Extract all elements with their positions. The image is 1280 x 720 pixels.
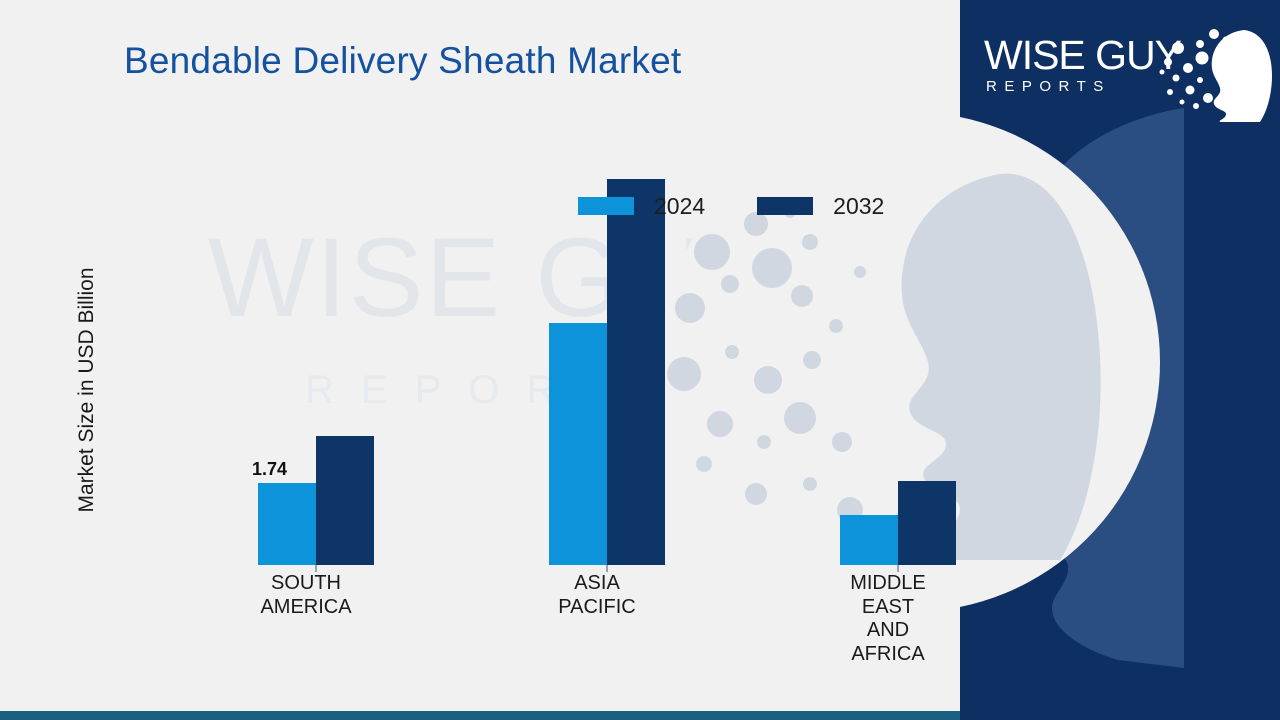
- legend-label-2024: 2024: [654, 192, 706, 219]
- molecular-head-icon: [1159, 29, 1272, 122]
- page-title: Bendable Delivery Sheath Market: [124, 40, 682, 81]
- legend-swatch-2032: [757, 197, 814, 215]
- chart-legend: 2024 2032: [578, 192, 884, 220]
- legend-label-2032: 2032: [833, 192, 885, 219]
- y-axis-label: Market Size in USD Billion: [75, 267, 98, 513]
- bar-2024[interactable]: [549, 323, 607, 565]
- bar-2032[interactable]: [316, 435, 374, 565]
- bar-group-bars: 1.74: [206, 140, 406, 572]
- bar-group: MIDDLE EAST AND AFRICA: [788, 140, 988, 665]
- plot-area: 1.74 SOUTH AMERICA ASIA PACIFIC MIDDLE EAST AND…: [96, 140, 956, 665]
- x-axis-category-label: SOUTH AMERICA: [260, 572, 352, 618]
- bar-group-bars: [497, 140, 697, 572]
- brand-wordmark: WISE GUY: [984, 32, 1182, 78]
- bar-group: 1.74 SOUTH AMERICA: [206, 140, 406, 618]
- bar-2024[interactable]: [840, 514, 898, 565]
- bar-2032[interactable]: [607, 178, 665, 565]
- bar-2024[interactable]: [258, 482, 316, 565]
- x-axis-tick: [315, 565, 317, 572]
- x-axis-category-label: ASIA PACIFIC: [558, 572, 636, 618]
- legend-swatch-2024: [578, 197, 634, 215]
- x-axis-category-label: MIDDLE EAST AND AFRICA: [850, 572, 926, 665]
- brand-logo: WISE GUY REPORTS: [960, 26, 1280, 122]
- x-axis-tick: [897, 565, 899, 572]
- bar-2032[interactable]: [898, 481, 956, 565]
- molecular-head-watermark-icon: [667, 173, 1101, 561]
- brand-subtitle: REPORTS: [986, 78, 1111, 95]
- bar-group-bars: [788, 140, 988, 572]
- legend-item-2024[interactable]: 2024: [578, 193, 705, 220]
- bar-value-label: 1.74: [252, 458, 288, 479]
- bottom-accent-bar: [0, 711, 960, 720]
- x-axis-tick: [606, 565, 608, 572]
- legend-item-2032[interactable]: 2032: [757, 193, 884, 220]
- bar-group: ASIA PACIFIC: [497, 140, 697, 618]
